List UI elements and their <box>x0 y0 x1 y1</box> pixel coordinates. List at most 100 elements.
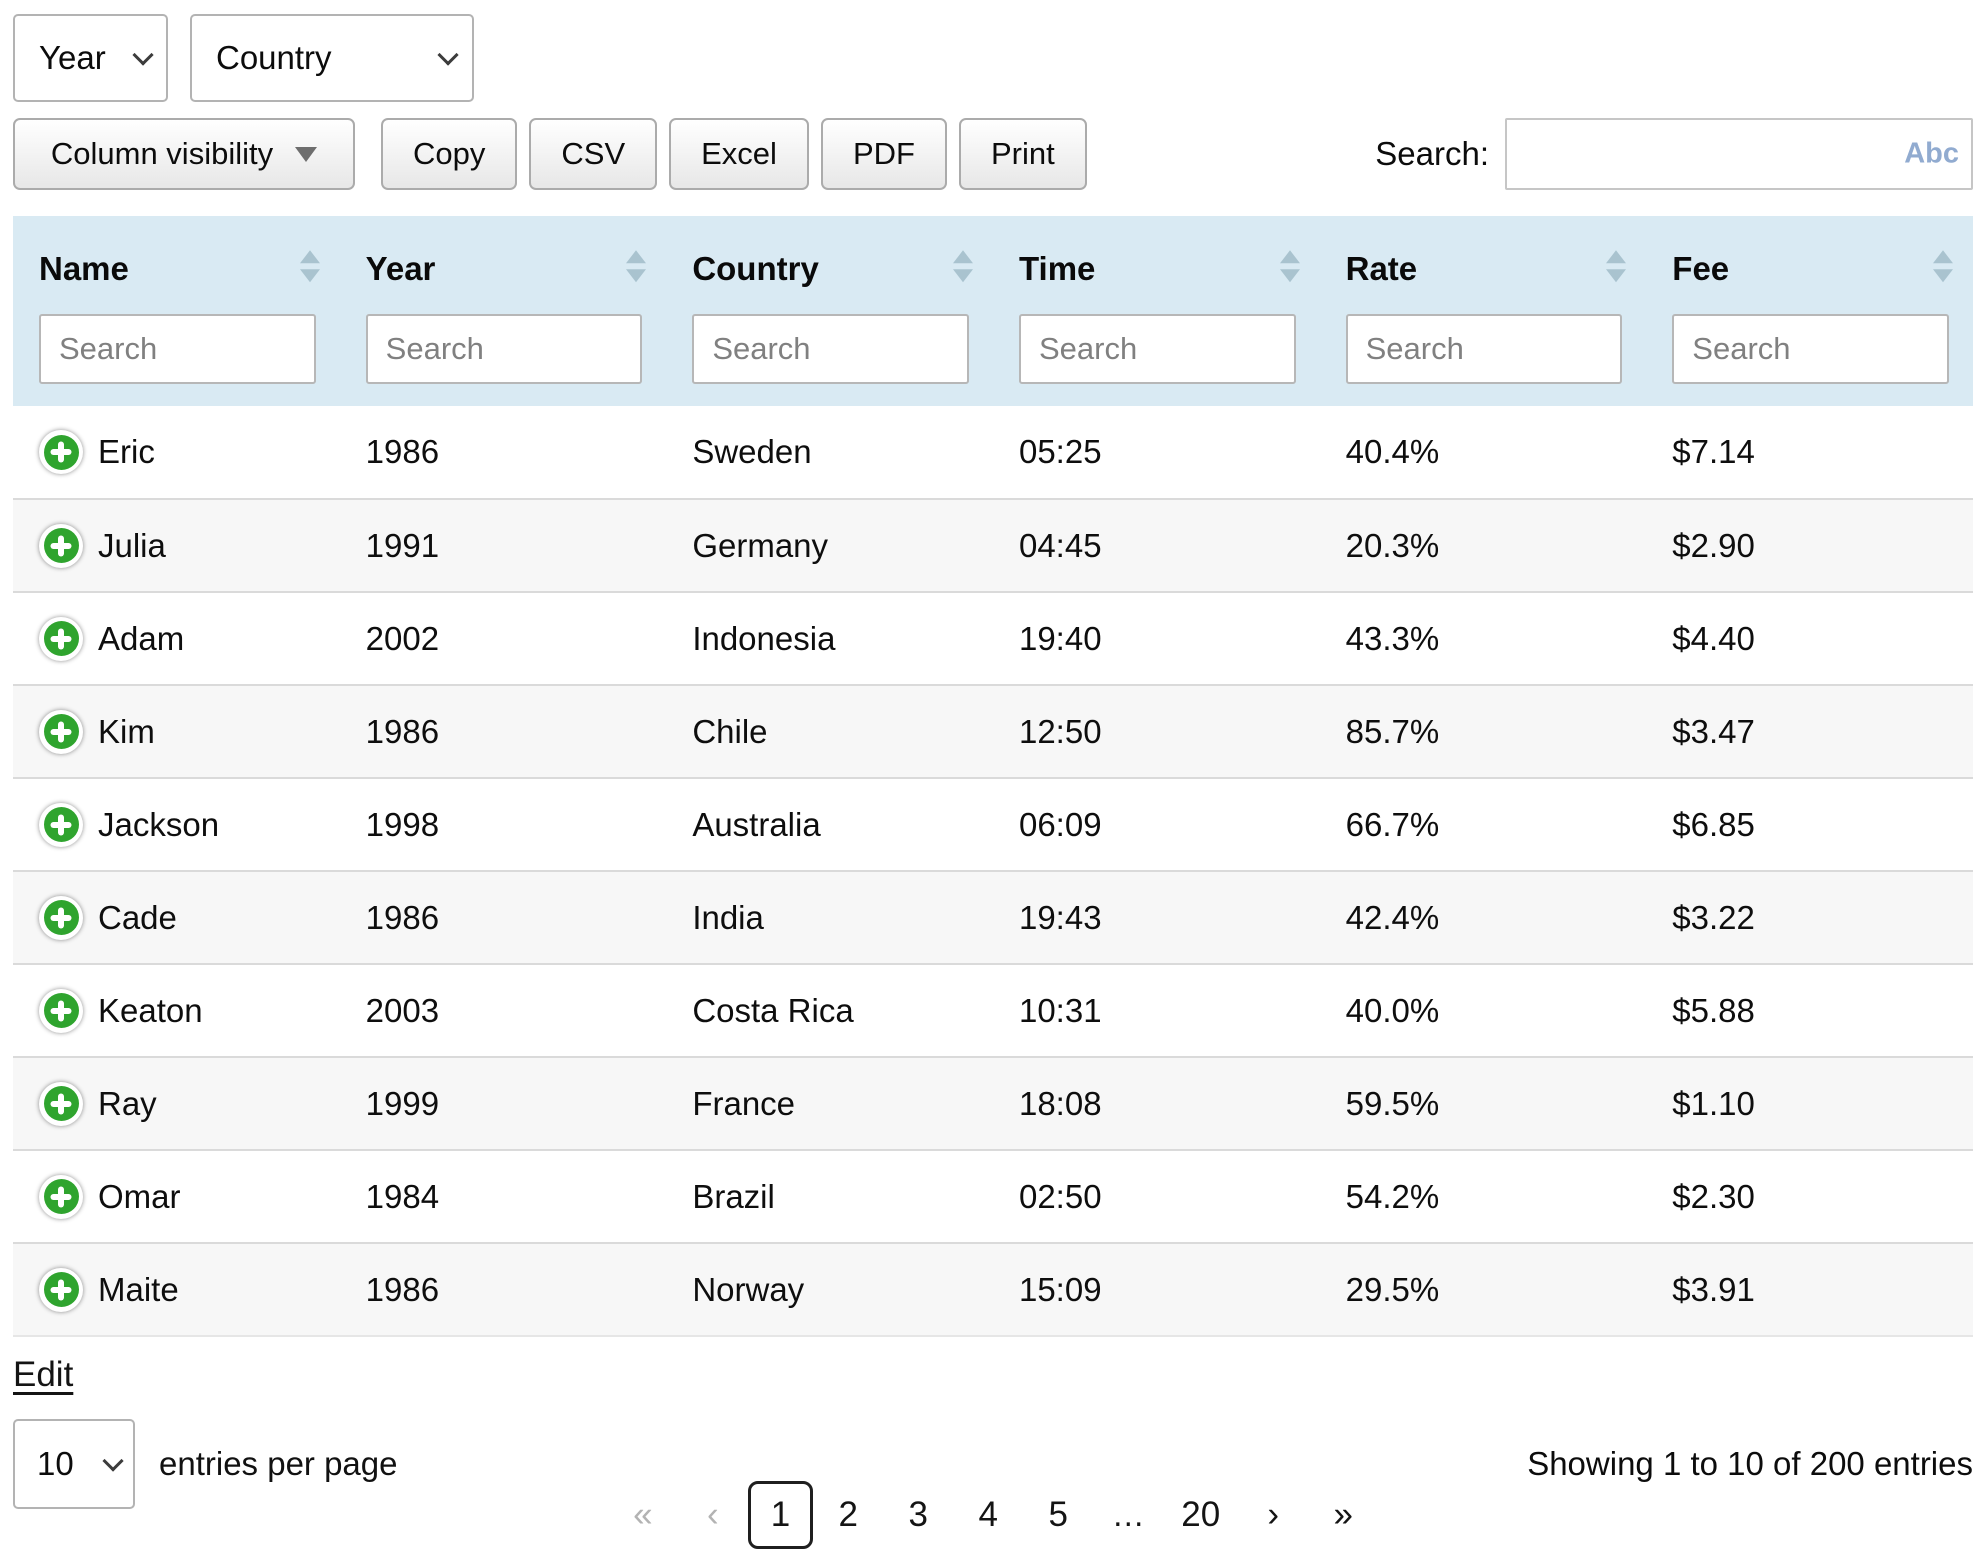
page-button-3[interactable]: 3 <box>883 1494 953 1536</box>
export-copy-button[interactable]: Copy <box>381 118 518 190</box>
cell-fee: $3.22 <box>1646 870 1973 964</box>
table-row: Adam 2002 Indonesia 19:40 43.3% $4.40 <box>13 591 1973 685</box>
cell-time: 12:50 <box>992 684 1320 778</box>
cell-country: Brazil <box>666 1149 993 1243</box>
name-text: Kim <box>98 712 155 750</box>
table-row: Ray 1999 France 18:08 59.5% $1.10 <box>13 1056 1973 1150</box>
expand-row-plus-icon[interactable] <box>39 1267 83 1312</box>
cell-fee: $4.40 <box>1646 591 1973 685</box>
sort-icon <box>1933 250 1953 283</box>
expand-row-plus-icon[interactable] <box>39 616 83 661</box>
sort-icon <box>1606 250 1627 283</box>
export-pdf-button[interactable]: PDF <box>820 118 947 190</box>
expand-row-plus-icon[interactable] <box>39 523 83 568</box>
table-row: Keaton 2003 Costa Rica 10:31 40.0% $5.88 <box>13 963 1973 1057</box>
export-excel-button[interactable]: Excel <box>669 118 809 190</box>
column-search-cell <box>13 314 340 406</box>
cell-rate: 85.7% <box>1319 684 1647 778</box>
cell-time: 02:50 <box>992 1149 1320 1243</box>
sort-icon <box>1279 250 1300 283</box>
expand-row-plus-icon[interactable] <box>39 895 83 940</box>
column-search-name-input[interactable] <box>39 314 316 384</box>
cell-rate: 43.3% <box>1319 591 1647 685</box>
column-search-country-input[interactable] <box>692 314 969 384</box>
global-search-control: Search: Abc <box>1375 118 1973 190</box>
cell-name: Adam <box>13 591 340 685</box>
cell-time: 19:43 <box>992 870 1320 964</box>
cell-name: Jackson <box>13 777 340 871</box>
table-row: Jackson 1998 Australia 06:09 66.7% $6.85 <box>13 777 1973 871</box>
pagination-next[interactable]: › <box>1238 1494 1308 1536</box>
name-text: Maite <box>98 1270 179 1308</box>
page-button-2[interactable]: 2 <box>813 1494 883 1536</box>
column-search-rate-input[interactable] <box>1345 314 1623 384</box>
export-print-button[interactable]: Print <box>958 118 1087 190</box>
column-header-time[interactable]: Time <box>992 216 1320 314</box>
column-header-name[interactable]: Name <box>13 216 340 314</box>
expand-row-plus-icon[interactable] <box>39 988 83 1033</box>
column-header-fee[interactable]: Fee <box>1646 216 1973 314</box>
cell-name: Maite <box>13 1242 340 1337</box>
column-visibility-button[interactable]: Column visibility <box>13 118 355 190</box>
cell-year: 1986 <box>339 870 667 964</box>
year-filter-select[interactable]: Year <box>13 14 168 102</box>
expand-row-plus-icon[interactable] <box>39 430 83 474</box>
column-header-label: Time <box>1018 250 1096 287</box>
page-button-4[interactable]: 4 <box>953 1494 1023 1536</box>
name-text: Jackson <box>98 805 220 843</box>
sort-icon <box>626 250 647 283</box>
column-header-rate[interactable]: Rate <box>1319 216 1647 314</box>
country-filter-select[interactable]: Country <box>190 14 474 102</box>
column-search-row <box>13 314 1973 406</box>
column-search-fee-input[interactable] <box>1672 314 1949 384</box>
cell-country: Germany <box>666 498 993 592</box>
cell-time: 15:09 <box>992 1242 1320 1337</box>
pagination: «‹ 1 2 3 4 5… 20 ›» <box>13 1481 1973 1549</box>
cell-year: 2002 <box>339 591 667 685</box>
cell-country: Australia <box>666 777 993 871</box>
cell-rate: 20.3% <box>1319 498 1647 592</box>
cell-country: France <box>666 1056 993 1150</box>
page-button-20[interactable]: 20 <box>1163 1494 1238 1536</box>
pagination-last[interactable]: » <box>1308 1494 1378 1536</box>
cell-time: 18:08 <box>992 1056 1320 1150</box>
sort-icon <box>952 250 973 283</box>
page-button-5[interactable]: 5 <box>1023 1494 1093 1536</box>
expand-row-plus-icon[interactable] <box>39 1174 83 1219</box>
table-row: Maite 1986 Norway 15:09 29.5% $3.91 <box>13 1242 1973 1337</box>
column-header-year[interactable]: Year <box>339 216 667 314</box>
cell-time: 19:40 <box>992 591 1320 685</box>
table-row: Omar 1984 Brazil 02:50 54.2% $2.30 <box>13 1149 1973 1243</box>
column-search-time-input[interactable] <box>1018 314 1296 384</box>
cell-year: 1998 <box>339 777 667 871</box>
page-button-1[interactable]: 1 <box>747 1481 814 1549</box>
table-body: Eric 1986 Sweden 05:25 40.4% $7.14 Julia 1991 Ge… <box>13 406 1973 1337</box>
chevron-down-icon <box>102 1449 124 1472</box>
pagination-ellipsis: … <box>1093 1495 1163 1535</box>
expand-row-plus-icon[interactable] <box>39 709 83 754</box>
column-header-country[interactable]: Country <box>666 216 993 314</box>
entries-per-page-label: entries per page <box>159 1445 398 1482</box>
cell-name: Keaton <box>13 963 340 1057</box>
column-search-cell <box>339 314 667 406</box>
column-search-cell <box>666 314 993 406</box>
cell-country: Indonesia <box>666 591 993 685</box>
global-search-input[interactable] <box>1505 118 1973 190</box>
page-size-select[interactable]: 10 <box>13 1419 135 1509</box>
cell-name: Omar <box>13 1149 340 1243</box>
cell-name: Julia <box>13 498 340 592</box>
sort-icon <box>299 250 320 283</box>
chevron-down-icon <box>132 43 154 66</box>
column-search-year-input[interactable] <box>365 314 643 384</box>
cell-fee: $1.10 <box>1646 1056 1973 1150</box>
expand-row-plus-icon[interactable] <box>39 802 83 847</box>
expand-row-plus-icon[interactable] <box>39 1081 83 1126</box>
cell-fee: $3.47 <box>1646 684 1973 778</box>
export-csv-button[interactable]: CSV <box>529 118 658 190</box>
cell-fee: $5.88 <box>1646 963 1973 1057</box>
global-search-wrap: Abc <box>1505 118 1973 190</box>
cell-fee: $7.14 <box>1672 433 1755 470</box>
footer-bar: 10 entries per page Showing 1 to 10 of 2… <box>13 1419 1973 1509</box>
edit-link[interactable]: Edit <box>13 1355 74 1394</box>
cell-name: Eric <box>13 406 340 499</box>
